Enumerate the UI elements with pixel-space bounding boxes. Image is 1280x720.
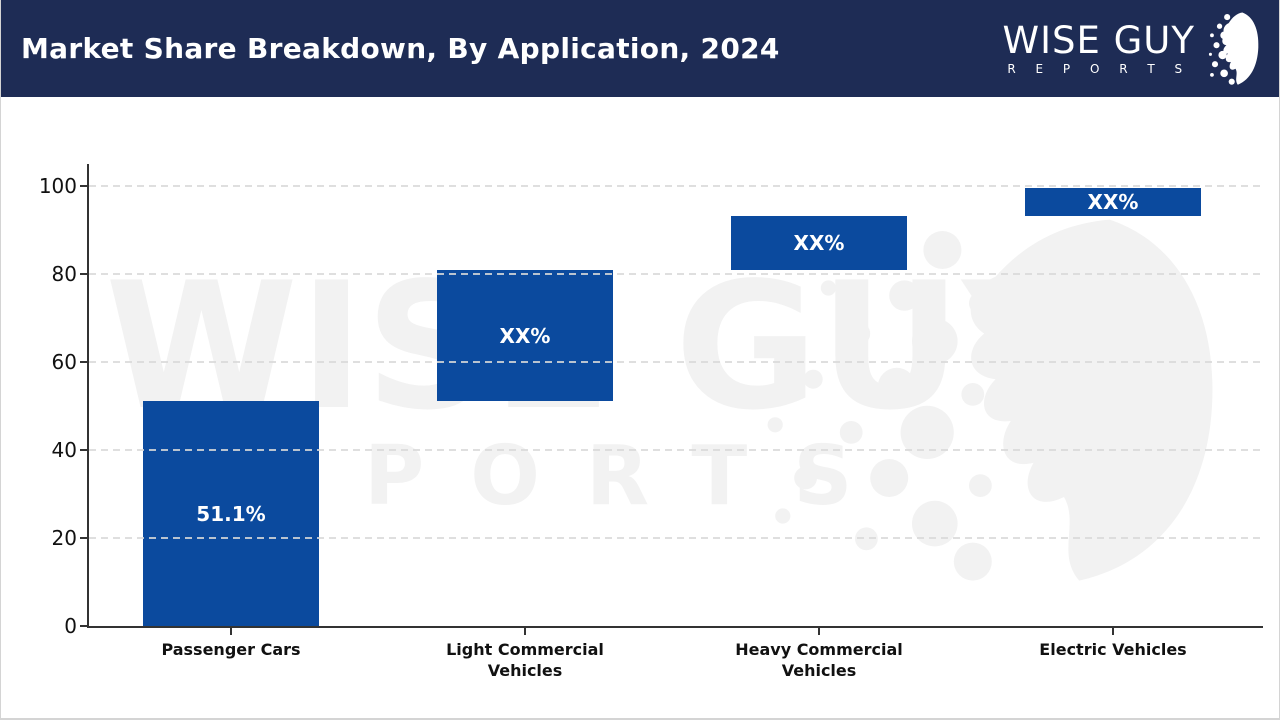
y-tick-label: 0 — [64, 614, 77, 638]
x-category-label: Light Commercial Vehicles — [446, 640, 604, 680]
x-category-label: Electric Vehicles — [1039, 640, 1187, 659]
y-tick-mark — [80, 185, 87, 187]
gridline — [89, 185, 1263, 187]
gridline — [89, 273, 1263, 275]
x-tick-mark — [818, 628, 820, 635]
x-tick-mark — [524, 628, 526, 635]
brand-logo-text: WISE GUY R E P O R T S — [1003, 22, 1195, 75]
wiseguy-head-icon — [1208, 12, 1259, 85]
y-tick-label: 40 — [51, 438, 77, 462]
bar-value-label: XX% — [793, 231, 845, 256]
y-tick-mark — [80, 625, 87, 627]
header-bar: Market Share Breakdown, By Application, … — [1, 0, 1279, 97]
x-tick-mark — [230, 628, 232, 635]
bar-value-label: XX% — [1087, 189, 1139, 214]
y-tick-label: 80 — [51, 262, 77, 286]
bar: XX% — [437, 270, 613, 402]
y-tick-mark — [80, 361, 87, 363]
y-tick-mark — [80, 273, 87, 275]
gridline — [89, 537, 1263, 539]
y-tick-label: 20 — [51, 526, 77, 550]
bar: XX% — [731, 215, 907, 271]
x-tick-mark — [1112, 628, 1114, 635]
y-tick-mark — [80, 449, 87, 451]
y-tick-label: 100 — [38, 174, 77, 198]
page-title: Market Share Breakdown, By Application, … — [21, 32, 780, 65]
y-tick-label: 60 — [51, 350, 77, 374]
brand-subname: R E P O R T S — [1007, 62, 1191, 76]
gridline — [89, 361, 1263, 363]
bar-value-label: 51.1% — [196, 501, 266, 526]
y-axis-line — [87, 164, 89, 628]
y-tick-mark — [80, 537, 87, 539]
x-category-label: Passenger Cars — [161, 640, 301, 659]
brand-name: WISE GUY — [1002, 19, 1195, 62]
bar: XX% — [1025, 187, 1201, 216]
x-axis-line — [87, 626, 1263, 628]
brand-logo: WISE GUY R E P O R T S — [1003, 11, 1265, 87]
bar: 51.1% — [143, 401, 319, 626]
bar-value-label: XX% — [499, 323, 551, 348]
gridline — [89, 449, 1263, 451]
x-category-label: Heavy Commercial Vehicles — [735, 640, 903, 680]
